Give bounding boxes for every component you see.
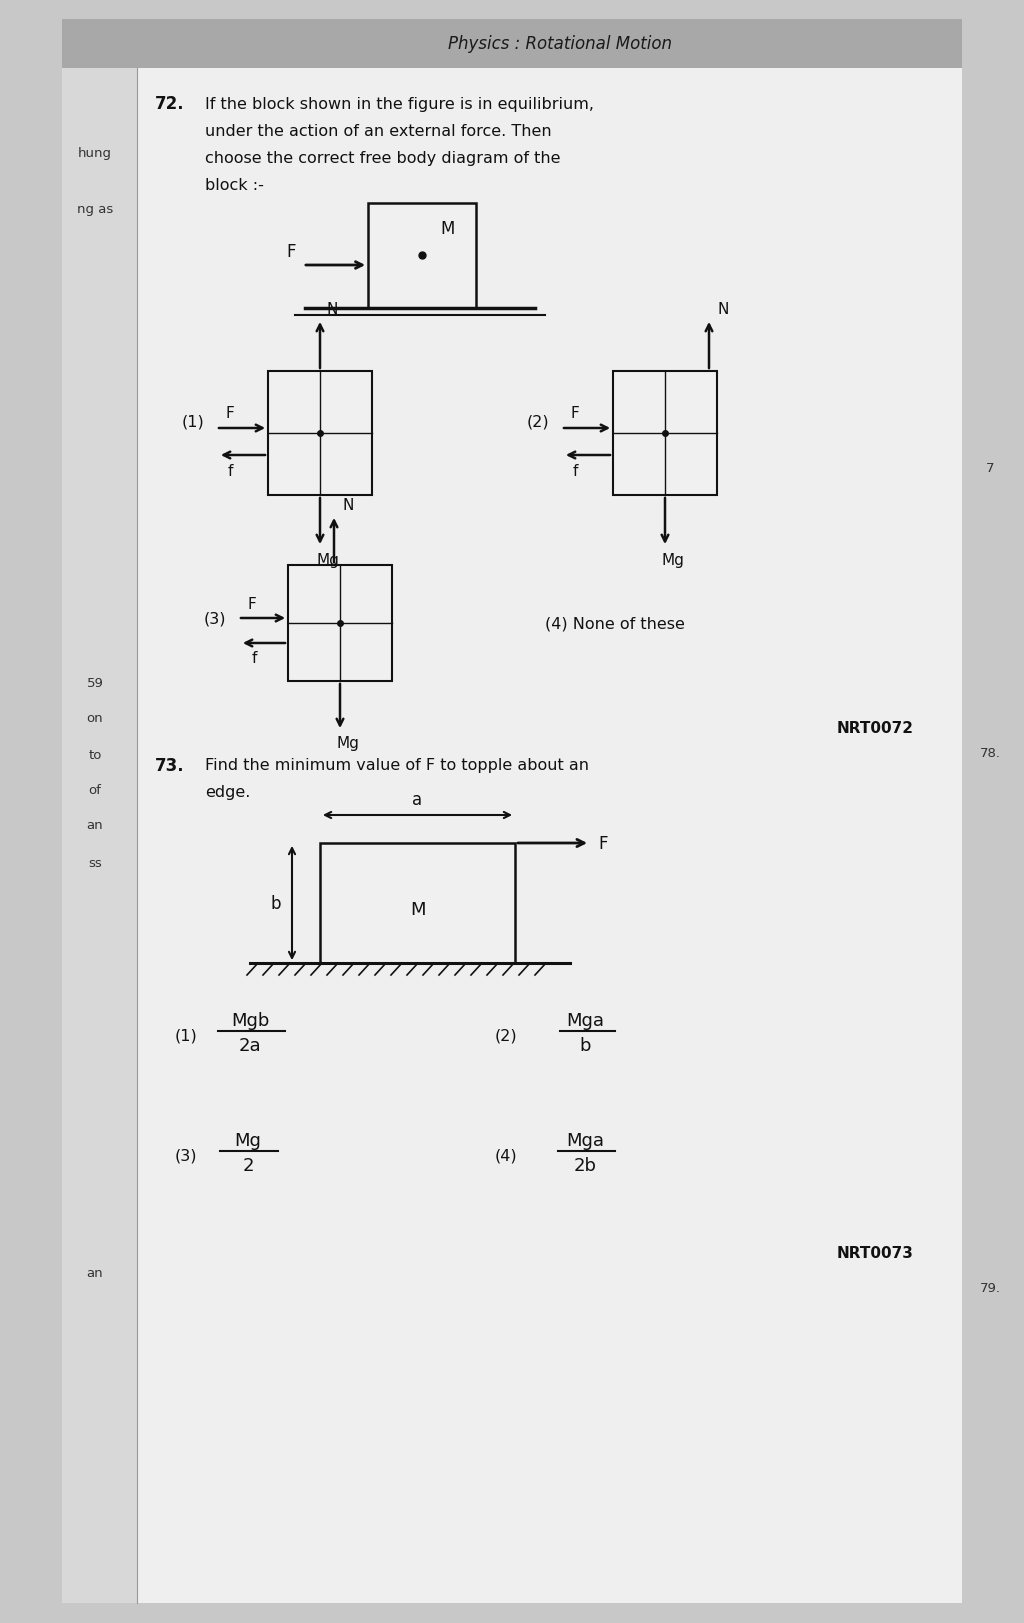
Text: F: F (248, 597, 256, 612)
Text: Mg: Mg (316, 552, 339, 566)
Text: edge.: edge. (205, 786, 251, 800)
Text: Physics : Rotational Motion: Physics : Rotational Motion (449, 36, 672, 54)
Text: (2): (2) (526, 414, 549, 428)
Bar (368, 204, 476, 308)
Text: hung: hung (78, 148, 112, 161)
Text: ng as: ng as (77, 203, 113, 216)
Text: an: an (87, 1266, 103, 1279)
Text: (1): (1) (181, 414, 205, 428)
Text: of: of (88, 784, 101, 797)
Bar (613, 372, 717, 495)
Text: Find the minimum value of F to topple about an: Find the minimum value of F to topple ab… (205, 758, 589, 773)
Text: (3): (3) (175, 1147, 198, 1162)
Bar (62, 68, 137, 1604)
Text: If the block shown in the figure is in equilibrium,: If the block shown in the figure is in e… (205, 96, 594, 112)
Text: Mg: Mg (337, 737, 359, 751)
Text: 79.: 79. (980, 1282, 1000, 1295)
Text: NRT0072: NRT0072 (837, 721, 913, 737)
Text: F: F (570, 406, 580, 422)
Text: Mga: Mga (566, 1011, 604, 1029)
Text: Mg: Mg (234, 1131, 261, 1149)
Text: Mg: Mg (662, 552, 684, 566)
Text: a: a (413, 790, 423, 808)
Text: f: f (572, 463, 578, 479)
Text: 72.: 72. (155, 94, 184, 114)
Text: (4): (4) (495, 1147, 517, 1162)
Text: M: M (410, 901, 425, 919)
Bar (268, 372, 372, 495)
Text: (2): (2) (495, 1027, 517, 1044)
Text: under the action of an external force. Then: under the action of an external force. T… (205, 123, 552, 138)
Text: 2: 2 (243, 1156, 254, 1175)
Text: Mgb: Mgb (230, 1011, 269, 1029)
Text: 2b: 2b (573, 1156, 597, 1175)
Text: N: N (327, 302, 338, 318)
Text: NRT0073: NRT0073 (837, 1246, 913, 1261)
Text: M: M (440, 219, 456, 239)
Bar (288, 566, 392, 682)
Text: (1): (1) (175, 1027, 198, 1044)
Text: ss: ss (88, 857, 101, 870)
Text: on: on (87, 712, 103, 725)
Text: to: to (88, 750, 101, 763)
Bar (62, 29, 962, 1604)
Text: choose the correct free body diagram of the: choose the correct free body diagram of … (205, 151, 560, 166)
Text: 2a: 2a (239, 1037, 261, 1055)
Text: Mga: Mga (566, 1131, 604, 1149)
Text: f: f (251, 651, 257, 665)
Text: F: F (225, 406, 234, 422)
Text: 73.: 73. (155, 756, 184, 774)
Text: F: F (287, 243, 296, 261)
Text: 59: 59 (87, 677, 103, 690)
Text: N: N (342, 498, 353, 513)
Text: 7: 7 (986, 463, 994, 476)
Text: an: an (87, 820, 103, 833)
Text: (3): (3) (204, 612, 226, 626)
Text: f: f (227, 463, 232, 479)
Text: 78.: 78. (980, 747, 1000, 760)
Text: block :-: block :- (205, 177, 264, 193)
Text: N: N (718, 302, 729, 318)
Text: b: b (270, 894, 282, 912)
Bar (62, 19, 962, 68)
Text: (4) None of these: (4) None of these (545, 617, 685, 631)
Bar (319, 844, 515, 964)
Text: F: F (598, 834, 607, 852)
Text: b: b (580, 1037, 591, 1055)
